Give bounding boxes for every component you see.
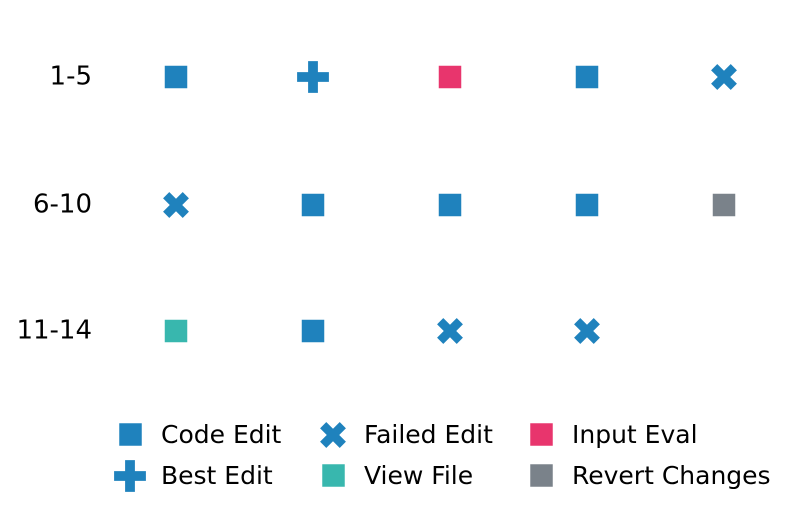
legend-item-failed-edit: Failed Edit — [315, 414, 523, 455]
legend-label: Input Eval — [572, 420, 698, 449]
marker-revert-changes — [711, 192, 738, 219]
legend-label: View File — [364, 461, 474, 490]
input-eval-icon — [523, 421, 559, 448]
marker-failed-edit — [435, 316, 465, 346]
revert-changes-icon — [523, 462, 559, 489]
row-label: 6-10 — [32, 189, 92, 220]
row-label: 1-5 — [49, 61, 92, 92]
marker-failed-edit — [572, 316, 602, 346]
legend: Code Edit Failed Edit Input Eval Best Edit V… — [112, 414, 771, 496]
marker-input-eval — [437, 64, 464, 91]
legend-label: Code Edit — [161, 420, 282, 449]
code-edit-icon — [112, 421, 148, 448]
marker-code-edit — [300, 192, 327, 219]
marker-best-edit — [295, 59, 331, 95]
legend-label: Failed Edit — [364, 420, 493, 449]
legend-label: Revert Changes — [572, 461, 771, 490]
legend-item-code-edit: Code Edit — [112, 414, 315, 455]
marker-view-file — [163, 318, 190, 345]
marker-code-edit — [437, 192, 464, 219]
view-file-icon — [315, 462, 351, 489]
marker-code-edit — [574, 64, 601, 91]
legend-item-view-file: View File — [315, 455, 523, 496]
marker-code-edit — [163, 64, 190, 91]
failed-edit-icon — [315, 419, 351, 450]
marker-code-edit — [574, 192, 601, 219]
best-edit-icon — [112, 458, 148, 493]
row-label: 11-14 — [16, 315, 92, 346]
marker-failed-edit — [161, 190, 191, 220]
legend-label: Best Edit — [161, 461, 273, 490]
marker-code-edit — [300, 318, 327, 345]
legend-item-revert-changes: Revert Changes — [523, 455, 771, 496]
legend-item-best-edit: Best Edit — [112, 455, 315, 496]
marker-failed-edit — [709, 62, 739, 92]
legend-item-input-eval: Input Eval — [523, 414, 771, 455]
